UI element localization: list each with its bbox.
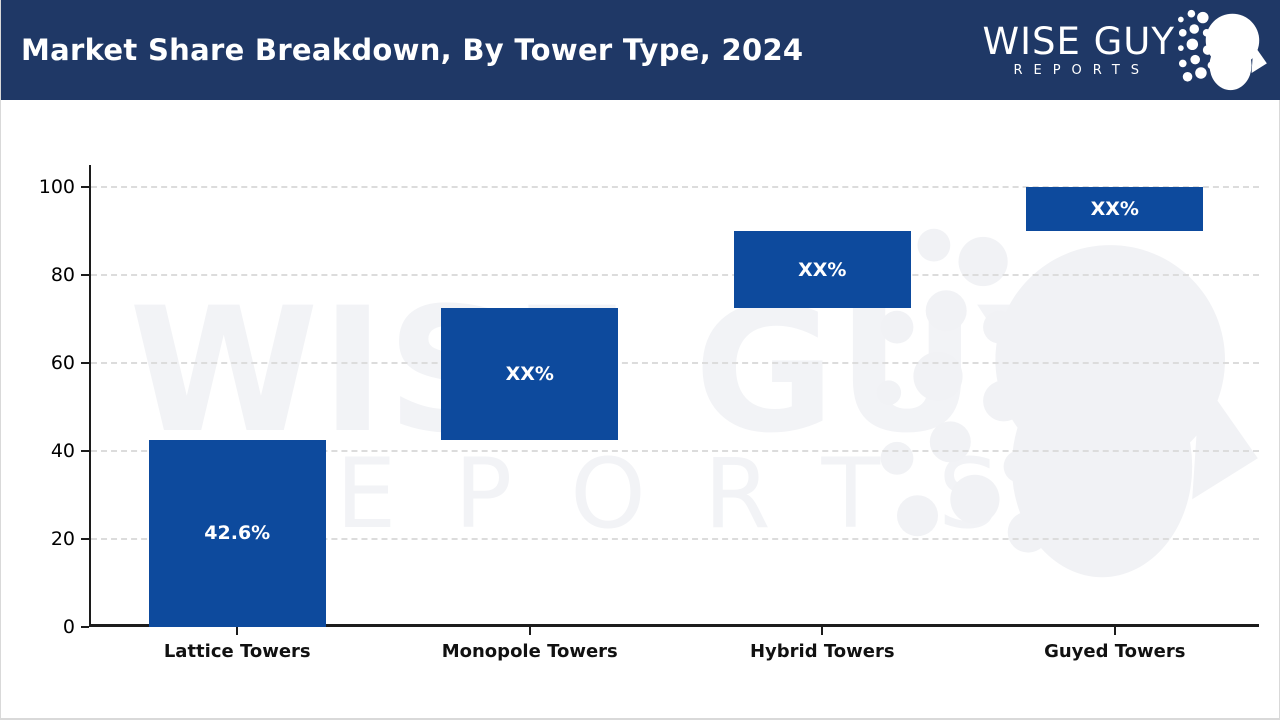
x-tick-mark (821, 627, 824, 635)
gridline (91, 274, 1259, 276)
bar-value-label: XX% (505, 362, 554, 385)
y-tick-mark (81, 450, 89, 452)
y-tick-label: 60 (50, 352, 75, 374)
brand-subtitle: REPORTS (1013, 63, 1151, 78)
bar-guyed-towers: XX% (1026, 187, 1204, 231)
y-tick-mark (81, 274, 89, 276)
bar-value-label: XX% (798, 258, 847, 281)
x-tick-mark (1113, 627, 1116, 635)
gridline (91, 538, 1259, 540)
x-tick-mark (528, 627, 531, 635)
y-tick-label: 40 (50, 440, 75, 462)
bar-value-label: 42.6% (204, 522, 271, 545)
y-tick-mark (81, 362, 89, 364)
x-category-label: Hybrid Towers (749, 641, 895, 662)
x-category-label: Lattice Towers (163, 641, 311, 662)
plot-area: 0 20 40 60 80 100 42.6% Lattice Towers XX% Monopo… (39, 165, 1259, 662)
header-bar: Market Share Breakdown, By Tower Type, 2… (1, 0, 1280, 100)
x-category-label: Monopole Towers (441, 641, 618, 662)
y-tick-label: 0 (62, 616, 75, 638)
y-tick-mark (81, 186, 89, 188)
brand-name: WISE GUY (982, 20, 1175, 63)
gridline (91, 362, 1259, 364)
y-tick-mark (81, 538, 89, 540)
y-tick-label: 80 (50, 264, 75, 286)
y-tick-mark (81, 626, 89, 628)
brand-logo: WISE GUY REPORTS (983, 6, 1267, 94)
bar-value-label: XX% (1090, 198, 1139, 220)
gridline (91, 450, 1259, 452)
x-tick-mark (236, 627, 239, 635)
dotted-face-profile-icon (1178, 9, 1267, 91)
y-tick-label: 100 (38, 176, 75, 198)
brand-logo-text: WISE GUY REPORTS (983, 20, 1175, 78)
bar-monopole-towers: XX% (441, 308, 619, 440)
bar-lattice-towers: 42.6% (148, 439, 326, 627)
x-category-label: Guyed Towers (1044, 641, 1186, 662)
y-tick-label: 20 (50, 528, 75, 550)
gridline (91, 186, 1259, 188)
bar-hybrid-towers: XX% (733, 231, 911, 308)
page-title: Market Share Breakdown, By Tower Type, 2… (21, 33, 804, 67)
